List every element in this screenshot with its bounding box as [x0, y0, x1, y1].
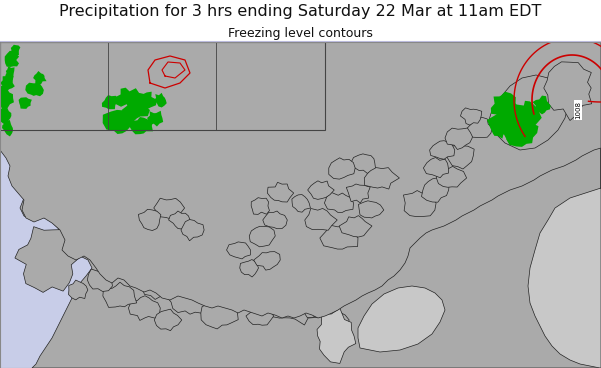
Polygon shape — [19, 97, 32, 109]
Polygon shape — [292, 195, 311, 212]
Polygon shape — [254, 252, 280, 270]
Polygon shape — [460, 108, 482, 125]
Polygon shape — [154, 309, 182, 331]
Polygon shape — [5, 51, 19, 67]
Polygon shape — [15, 227, 79, 293]
Polygon shape — [121, 99, 150, 123]
Polygon shape — [489, 75, 568, 150]
Polygon shape — [282, 150, 405, 278]
Polygon shape — [169, 211, 190, 229]
Polygon shape — [135, 92, 157, 109]
Polygon shape — [364, 167, 400, 189]
Polygon shape — [468, 117, 492, 138]
Polygon shape — [305, 208, 337, 230]
Polygon shape — [339, 216, 372, 237]
Polygon shape — [544, 62, 591, 121]
Text: 1008: 1008 — [575, 101, 581, 119]
Polygon shape — [181, 220, 204, 241]
Polygon shape — [325, 192, 353, 212]
Polygon shape — [201, 297, 239, 329]
Polygon shape — [358, 286, 445, 352]
Polygon shape — [103, 282, 136, 307]
Polygon shape — [320, 225, 358, 249]
Polygon shape — [153, 93, 166, 107]
Polygon shape — [129, 296, 160, 321]
Polygon shape — [166, 277, 219, 314]
Polygon shape — [297, 295, 325, 318]
Polygon shape — [491, 92, 519, 123]
Polygon shape — [69, 280, 88, 300]
Polygon shape — [33, 71, 46, 85]
Polygon shape — [430, 141, 455, 159]
Polygon shape — [238, 276, 269, 303]
Text: Freezing level contours: Freezing level contours — [228, 27, 373, 40]
Polygon shape — [532, 96, 551, 114]
Polygon shape — [103, 110, 135, 134]
Polygon shape — [421, 178, 449, 202]
Polygon shape — [358, 201, 384, 218]
Polygon shape — [147, 111, 163, 127]
Polygon shape — [322, 310, 349, 331]
Polygon shape — [0, 107, 11, 125]
Polygon shape — [519, 101, 542, 126]
Polygon shape — [11, 45, 20, 57]
Polygon shape — [249, 278, 334, 325]
Polygon shape — [76, 183, 172, 260]
Polygon shape — [351, 154, 376, 173]
Polygon shape — [208, 201, 264, 240]
Polygon shape — [346, 184, 370, 203]
Polygon shape — [487, 96, 525, 146]
Polygon shape — [423, 158, 448, 178]
Polygon shape — [308, 181, 334, 199]
Polygon shape — [329, 158, 355, 179]
Polygon shape — [2, 120, 13, 137]
Polygon shape — [249, 226, 275, 247]
Polygon shape — [251, 198, 269, 215]
Polygon shape — [240, 259, 258, 277]
Bar — [0, 42, 325, 130]
Polygon shape — [138, 266, 179, 300]
Polygon shape — [0, 75, 15, 92]
Polygon shape — [506, 115, 538, 147]
Polygon shape — [246, 304, 273, 325]
Polygon shape — [490, 117, 507, 139]
Polygon shape — [154, 198, 185, 219]
Polygon shape — [317, 308, 356, 364]
Polygon shape — [114, 88, 139, 109]
Polygon shape — [188, 224, 230, 255]
Polygon shape — [403, 191, 436, 217]
Polygon shape — [0, 42, 601, 368]
Polygon shape — [445, 128, 473, 149]
Polygon shape — [528, 42, 601, 368]
Polygon shape — [87, 269, 113, 291]
Polygon shape — [138, 209, 161, 230]
Text: Precipitation for 3 hrs ending Saturday 22 Mar at 11am EDT: Precipitation for 3 hrs ending Saturday … — [59, 4, 542, 19]
Polygon shape — [263, 211, 287, 229]
Polygon shape — [0, 42, 601, 318]
Polygon shape — [227, 242, 251, 259]
Polygon shape — [0, 85, 14, 110]
Polygon shape — [267, 182, 294, 202]
Polygon shape — [25, 83, 44, 96]
Polygon shape — [129, 117, 153, 134]
Polygon shape — [446, 146, 474, 169]
Polygon shape — [102, 95, 118, 109]
Polygon shape — [5, 66, 14, 80]
Polygon shape — [436, 166, 466, 187]
